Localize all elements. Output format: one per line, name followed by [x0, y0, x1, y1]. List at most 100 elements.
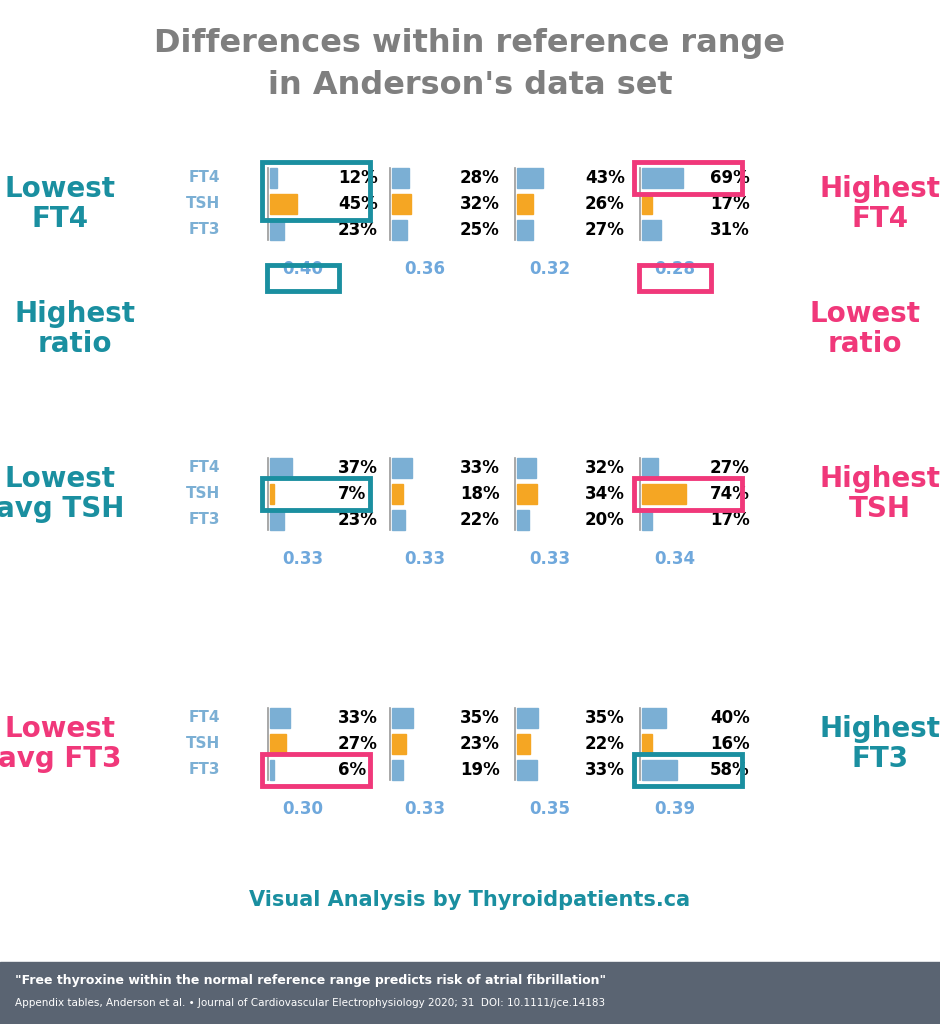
Text: 0.34: 0.34: [654, 550, 696, 568]
Text: 40%: 40%: [710, 709, 750, 727]
Bar: [270, 760, 274, 780]
Text: 23%: 23%: [338, 221, 378, 239]
Text: 69%: 69%: [710, 169, 750, 187]
Text: 19%: 19%: [460, 761, 500, 779]
Text: Visual Analysis by Thyroidpatients.ca: Visual Analysis by Thyroidpatients.ca: [249, 890, 691, 910]
Text: FT4: FT4: [189, 711, 220, 725]
Text: TSH: TSH: [186, 486, 220, 502]
Bar: [392, 760, 403, 780]
Text: Highest
TSH: Highest TSH: [820, 465, 940, 523]
Bar: [270, 168, 277, 188]
Text: 22%: 22%: [460, 511, 500, 529]
Bar: [642, 510, 652, 530]
Text: 33%: 33%: [585, 761, 625, 779]
Text: 27%: 27%: [710, 459, 750, 477]
Text: 25%: 25%: [460, 221, 500, 239]
Bar: [634, 478, 742, 510]
Text: 32%: 32%: [460, 195, 500, 213]
Text: in Anderson's data set: in Anderson's data set: [268, 70, 672, 101]
Bar: [642, 708, 666, 728]
Bar: [262, 754, 370, 786]
Text: 0.33: 0.33: [404, 550, 446, 568]
Text: 27%: 27%: [338, 735, 378, 753]
Bar: [642, 760, 677, 780]
Bar: [392, 168, 409, 188]
Bar: [634, 754, 742, 786]
Text: 0.40: 0.40: [283, 260, 323, 278]
Bar: [392, 458, 412, 478]
Text: 27%: 27%: [585, 221, 625, 239]
Text: 33%: 33%: [338, 709, 378, 727]
Text: 23%: 23%: [460, 735, 500, 753]
Text: 31%: 31%: [710, 221, 750, 239]
Text: FT4: FT4: [189, 461, 220, 475]
Bar: [0, 962, 940, 1024]
Bar: [392, 708, 413, 728]
Text: 0.32: 0.32: [529, 260, 571, 278]
Text: 6%: 6%: [338, 761, 366, 779]
Bar: [642, 194, 652, 214]
Bar: [392, 734, 406, 754]
Text: 33%: 33%: [460, 459, 500, 477]
Text: 74%: 74%: [710, 485, 750, 503]
Text: 37%: 37%: [338, 459, 378, 477]
Text: 0.28: 0.28: [654, 260, 696, 278]
Bar: [634, 162, 742, 194]
Text: 7%: 7%: [338, 485, 367, 503]
Text: 17%: 17%: [710, 195, 750, 213]
Text: 12%: 12%: [338, 169, 378, 187]
Bar: [517, 484, 538, 504]
Text: Highest
ratio: Highest ratio: [14, 300, 135, 358]
Text: TSH: TSH: [186, 736, 220, 752]
Bar: [262, 478, 370, 510]
Text: 32%: 32%: [585, 459, 625, 477]
Text: 16%: 16%: [710, 735, 749, 753]
Bar: [639, 265, 711, 291]
Text: 22%: 22%: [585, 735, 625, 753]
Text: FT4: FT4: [189, 171, 220, 185]
Bar: [270, 708, 290, 728]
Bar: [642, 168, 683, 188]
Bar: [267, 265, 339, 291]
Text: 35%: 35%: [460, 709, 500, 727]
Bar: [642, 220, 661, 240]
Bar: [517, 708, 538, 728]
Bar: [270, 510, 284, 530]
Text: 0.39: 0.39: [654, 800, 696, 818]
Bar: [270, 220, 284, 240]
Text: FT3: FT3: [189, 512, 220, 527]
Text: 23%: 23%: [338, 511, 378, 529]
Text: "Free thyroxine within the normal reference range predicts risk of atrial fibril: "Free thyroxine within the normal refere…: [15, 974, 606, 987]
Text: Appendix tables, Anderson et al. • Journal of Cardiovascular Electrophysiology 2: Appendix tables, Anderson et al. • Journ…: [15, 998, 605, 1008]
Bar: [517, 510, 529, 530]
Bar: [517, 194, 533, 214]
Text: 34%: 34%: [585, 485, 625, 503]
Bar: [517, 168, 542, 188]
Text: Lowest
avg TSH: Lowest avg TSH: [0, 465, 124, 523]
Bar: [517, 458, 536, 478]
Text: TSH: TSH: [186, 197, 220, 212]
Text: Differences within reference range: Differences within reference range: [154, 28, 786, 59]
Text: 17%: 17%: [710, 511, 750, 529]
Bar: [642, 734, 651, 754]
Bar: [392, 484, 403, 504]
Text: Highest
FT4: Highest FT4: [820, 175, 940, 233]
Bar: [270, 484, 274, 504]
Bar: [392, 510, 405, 530]
Text: FT3: FT3: [189, 222, 220, 238]
Bar: [262, 162, 370, 220]
Text: 0.33: 0.33: [282, 550, 323, 568]
Text: 58%: 58%: [710, 761, 749, 779]
Bar: [392, 220, 407, 240]
Text: 18%: 18%: [460, 485, 500, 503]
Text: FT3: FT3: [189, 763, 220, 777]
Text: 43%: 43%: [585, 169, 625, 187]
Text: 0.36: 0.36: [404, 260, 446, 278]
Text: 20%: 20%: [585, 511, 625, 529]
Text: 0.30: 0.30: [283, 800, 323, 818]
Bar: [517, 734, 530, 754]
Bar: [517, 220, 533, 240]
Text: 0.35: 0.35: [529, 800, 571, 818]
Bar: [392, 194, 411, 214]
Bar: [270, 194, 297, 214]
